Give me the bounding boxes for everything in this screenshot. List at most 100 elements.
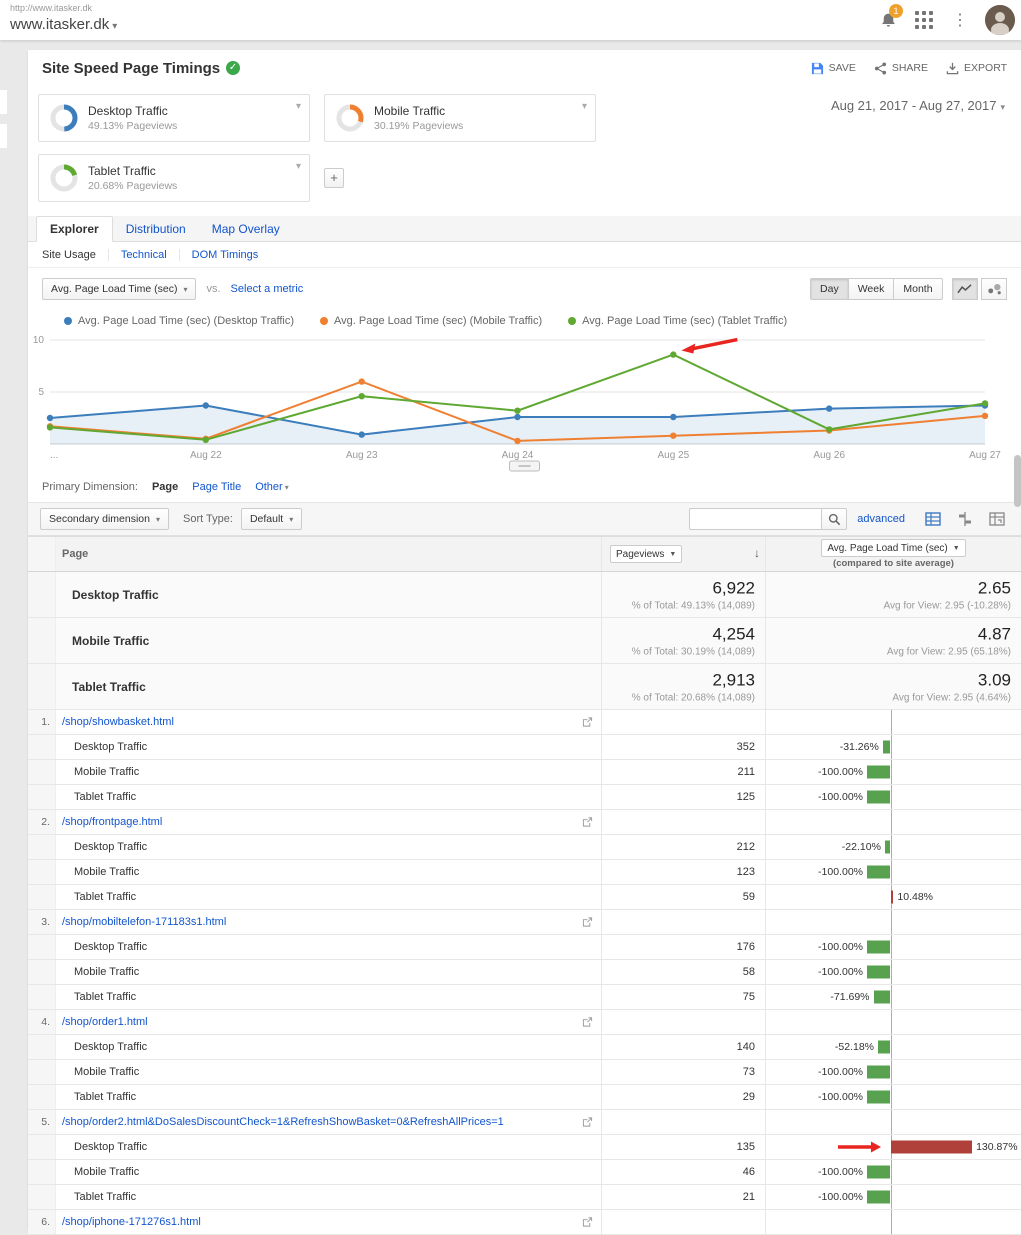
comparison-cell [765,1010,1021,1034]
comparison-bar [883,741,890,754]
save-button[interactable]: SAVE [811,62,856,75]
comparison-axis [891,1210,892,1234]
pageviews-cell: 123 [601,860,765,884]
line-chart-view-button[interactable] [952,278,978,300]
row-number-cell: 2. [28,810,56,834]
sort-type-selector[interactable]: Default▾ [241,508,302,530]
row-number-header [28,537,56,571]
collapsed-nav-fragment [0,90,7,114]
comparison-cell: 10.48% [765,885,1021,909]
segment-name: Desktop Traffic [56,835,601,859]
page-link[interactable]: /shop/iphone-171276s1.html [62,1216,201,1228]
tab-distribution[interactable]: Distribution [113,217,199,241]
granularity-month-button[interactable]: Month [893,278,942,300]
search-input[interactable] [689,508,821,530]
share-button[interactable]: SHARE [874,62,928,75]
comparison-view-button[interactable] [953,508,977,530]
pageviews-cell: 211 [601,760,765,784]
pageviews-value: 211 [737,766,755,778]
pageviews-cell: 58 [601,960,765,984]
secondary-dimension-button[interactable]: Secondary dimension▾ [40,508,169,530]
page-link[interactable]: /shop/showbasket.html [62,716,174,728]
pageviews-value: 123 [737,866,755,878]
select-metric-link[interactable]: Select a metric [231,283,304,295]
page-link[interactable]: /shop/order1.html [62,1016,148,1028]
segment-donut-chart [49,163,79,193]
sort-direction-icon[interactable]: ↓ [754,546,760,560]
subtab-dom-timings[interactable]: DOM Timings [179,249,271,261]
scrollbar-thumb[interactable] [1014,455,1021,507]
svg-text:Aug 24: Aug 24 [502,450,534,461]
open-in-new-icon[interactable] [582,817,593,828]
row-number-cell: 6. [28,1210,56,1234]
open-in-new-icon[interactable] [582,1117,593,1128]
page-link[interactable]: /shop/order2.html&DoSalesDiscountCheck=1… [62,1116,504,1128]
pivot-view-button[interactable] [985,508,1009,530]
search-button[interactable] [821,508,847,530]
page-cell: /shop/order1.html [56,1010,601,1034]
chevron-down-icon: ▾ [289,515,293,524]
page-link[interactable]: /shop/mobiltelefon-171183s1.html [62,916,226,928]
comparison-cell: -52.18% [765,1035,1021,1059]
comparison-cell: -100.00% [765,1060,1021,1084]
date-range-selector[interactable]: Aug 21, 2017 - Aug 27, 2017▾ [831,98,1005,113]
comparison-cell: -71.69% [765,985,1021,1009]
metric-column-selector[interactable]: Avg. Page Load Time (sec)▼ [821,539,965,557]
advanced-filter-link[interactable]: advanced [857,513,905,525]
comparison-value: -100.00% [818,791,863,803]
row-number-cell: 3. [28,910,56,934]
granularity-day-button[interactable]: Day [810,278,849,300]
comparison-axis [891,910,892,934]
export-button[interactable]: EXPORT [946,62,1007,75]
subtab-technical[interactable]: Technical [108,249,179,261]
apps-grid-button[interactable] [913,9,935,31]
open-in-new-icon[interactable] [582,1217,593,1228]
tab-explorer[interactable]: Explorer [36,216,113,242]
comparison-axis [891,1085,892,1109]
notifications-button[interactable]: 1 [877,9,899,31]
pageviews-note: % of Total: 49.13% (14,089) [632,600,755,611]
row-number-cell [28,1035,56,1059]
chevron-down-icon[interactable]: ▾ [296,101,301,112]
more-options-button[interactable]: ⋮ [949,9,971,31]
open-in-new-icon[interactable] [582,717,593,728]
motion-chart-view-button[interactable] [981,278,1007,300]
account-switcher[interactable]: www.itasker.dk▾ [10,16,117,33]
dimension-page[interactable]: Page [152,481,178,493]
legend-item: Avg. Page Load Time (sec) (Desktop Traff… [64,315,294,327]
comparison-cell: -100.00% [765,1160,1021,1184]
tab-map-overlay[interactable]: Map Overlay [199,217,293,241]
chevron-down-icon[interactable]: ▾ [296,161,301,172]
comparison-value: -100.00% [818,1191,863,1203]
pageviews-value: 58 [743,966,755,978]
pageviews-cell: 135 [601,1135,765,1159]
granularity-week-button[interactable]: Week [848,278,895,300]
pageviews-value: 29 [743,1091,755,1103]
comparison-cell [765,1210,1021,1234]
comparison-bar [867,791,890,804]
open-in-new-icon[interactable] [582,1017,593,1028]
kebab-menu-icon: ⋮ [952,10,968,30]
page-link[interactable]: /shop/frontpage.html [62,816,162,828]
dimension-other[interactable]: Other▾ [255,481,289,493]
segment-name: Tablet Traffic [56,664,601,709]
chevron-down-icon[interactable]: ▾ [582,101,587,112]
dimension-page-title[interactable]: Page Title [192,481,241,493]
row-number-cell [28,885,56,909]
pageviews-column-selector[interactable]: Pageviews▼ [610,545,682,563]
open-in-new-icon[interactable] [582,917,593,928]
segment-name: Tablet Traffic [56,885,601,909]
user-avatar[interactable] [985,5,1015,35]
pageviews-cell: 352 [601,735,765,759]
table-toolbar: Secondary dimension▾ Sort Type: Default▾… [28,502,1021,536]
add-segment-button[interactable]: + [324,168,344,188]
metric-selector[interactable]: Avg. Page Load Time (sec)▾ [42,278,196,300]
subtab-site-usage[interactable]: Site Usage [42,249,108,261]
row-number-cell [28,1135,56,1159]
table-view-button[interactable] [921,508,945,530]
